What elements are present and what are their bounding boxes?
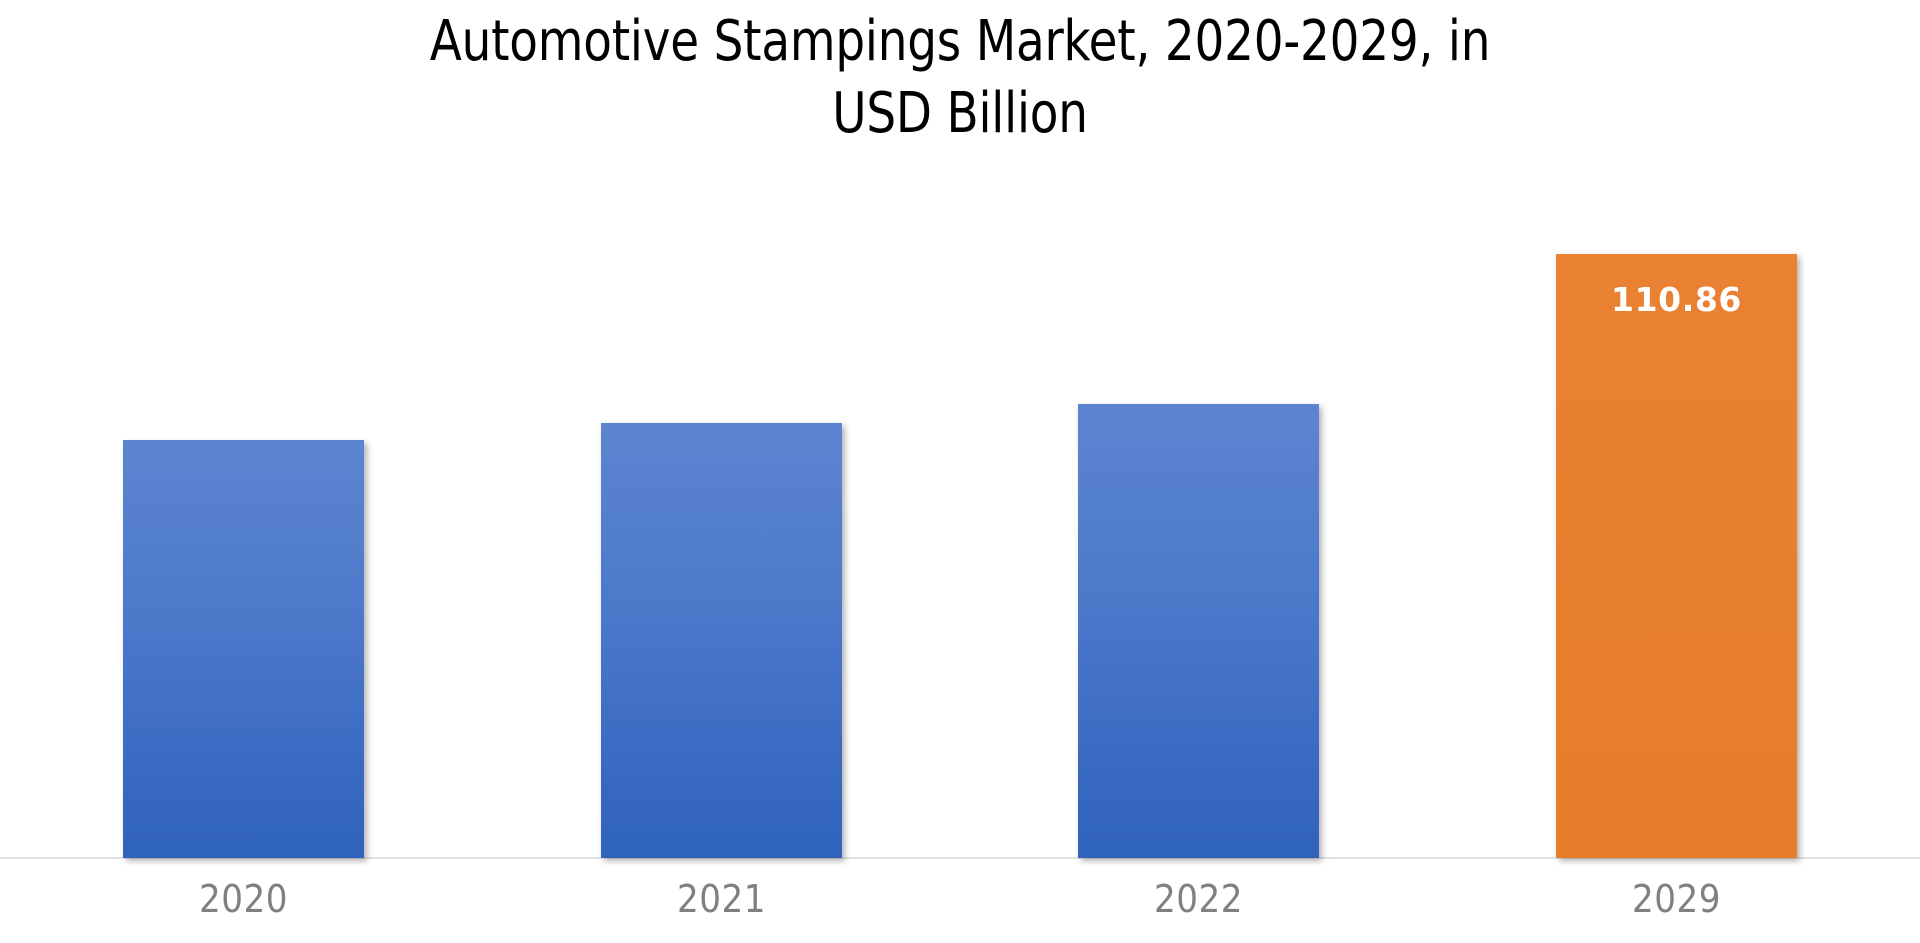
bar-value-label-2029: 110.86 — [1611, 280, 1742, 319]
x-axis-label-2029: 2029 — [1632, 877, 1721, 921]
x-axis-label-2022: 2022 — [1154, 877, 1243, 921]
x-axis-line — [0, 857, 1920, 859]
x-axis-label-2020: 2020 — [199, 877, 288, 921]
bar-2029[interactable]: 110.86 — [1556, 254, 1797, 858]
bar-2022[interactable] — [1078, 404, 1319, 858]
chart-title: Automotive Stampings Market, 2020-2029, … — [429, 9, 1491, 146]
bar-2020[interactable] — [123, 440, 364, 858]
x-axis-label-2021: 2021 — [677, 877, 766, 921]
bar-2021[interactable] — [601, 423, 842, 858]
